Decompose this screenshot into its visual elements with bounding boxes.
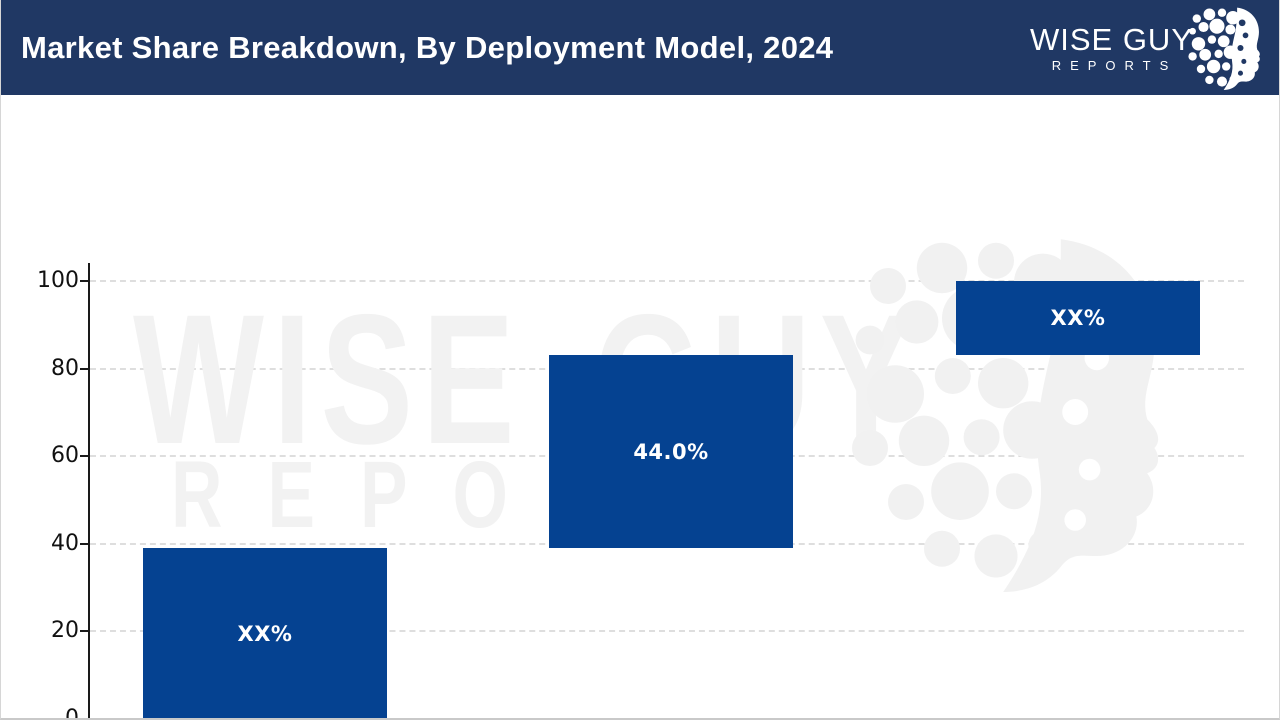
y-tick-mark: [80, 455, 88, 458]
bar-hybrid: XX%: [956, 281, 1200, 356]
page-title: Market Share Breakdown, By Deployment Mo…: [21, 29, 834, 65]
header-bar: Market Share Breakdown, By Deployment Mo…: [1, 0, 1279, 95]
y-tick-label: 80: [51, 355, 79, 381]
brand-logo-text: WISE GUY REPORTS: [1030, 24, 1193, 72]
y-tick-label: 100: [37, 268, 79, 293]
y-tick-mark: [80, 542, 88, 545]
bar-value-label: XX%: [1050, 306, 1106, 331]
y-tick-mark: [80, 280, 88, 282]
y-tick-label: 0: [65, 706, 79, 720]
bar-on-premises: XX%: [143, 548, 387, 718]
y-axis-line: [88, 263, 90, 718]
y-tick-label: 60: [51, 443, 79, 469]
brand-reports-label: REPORTS: [1051, 57, 1178, 73]
y-tick-label: 20: [51, 618, 79, 644]
brand-head-logo-icon: [1188, 7, 1260, 90]
bar-cloud-based: 44.0%: [549, 355, 793, 549]
y-tick-mark: [80, 630, 88, 633]
chart-plot-area: 0 20 40 60 80 100 XX% 44.0% XX% On-Premi…: [1, 95, 1279, 720]
y-tick-label: 40: [51, 530, 79, 556]
bar-value-label: XX%: [237, 621, 293, 646]
y-tick-mark: [80, 367, 88, 370]
brand-logo: WISE GUY REPORTS: [1030, 6, 1265, 90]
gridline: [90, 630, 1244, 633]
gridline: [90, 280, 1244, 282]
brand-wiseguy-label: WISE GUY: [1029, 21, 1193, 57]
bar-value-label: 44.0%: [633, 439, 709, 464]
